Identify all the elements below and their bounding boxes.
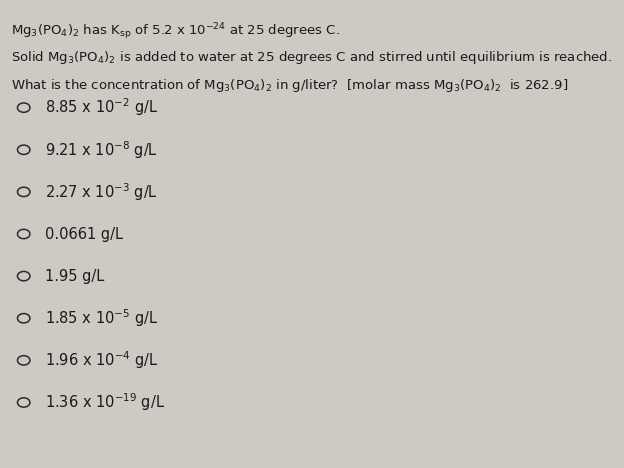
Text: 9.21 x 10$^{-8}$ g/L: 9.21 x 10$^{-8}$ g/L xyxy=(45,139,158,161)
Text: 8.85 x 10$^{-2}$ g/L: 8.85 x 10$^{-2}$ g/L xyxy=(45,97,158,118)
Text: 1.85 x 10$^{-5}$ g/L: 1.85 x 10$^{-5}$ g/L xyxy=(45,307,158,329)
Text: 1.96 x 10$^{-4}$ g/L: 1.96 x 10$^{-4}$ g/L xyxy=(45,350,158,371)
Text: 0.0661 g/L: 0.0661 g/L xyxy=(45,227,123,241)
Text: Solid Mg$_3$(PO$_4$)$_2$ is added to water at 25 degrees C and stirred until equ: Solid Mg$_3$(PO$_4$)$_2$ is added to wat… xyxy=(11,49,612,66)
Text: 1.95 g/L: 1.95 g/L xyxy=(45,269,104,284)
Text: 1.36 x 10$^{-19}$ g/L: 1.36 x 10$^{-19}$ g/L xyxy=(45,392,165,413)
Text: Mg$_3$(PO$_4$)$_2$ has K$_{\sf sp}$ of 5.2 x 10$^{-24}$ at 25 degrees C.: Mg$_3$(PO$_4$)$_2$ has K$_{\sf sp}$ of 5… xyxy=(11,21,340,42)
Text: What is the concentration of Mg$_3$(PO$_4$)$_2$ in g/liter?  [molar mass Mg$_3$(: What is the concentration of Mg$_3$(PO$_… xyxy=(11,77,568,94)
Text: 2.27 x 10$^{-3}$ g/L: 2.27 x 10$^{-3}$ g/L xyxy=(45,181,158,203)
